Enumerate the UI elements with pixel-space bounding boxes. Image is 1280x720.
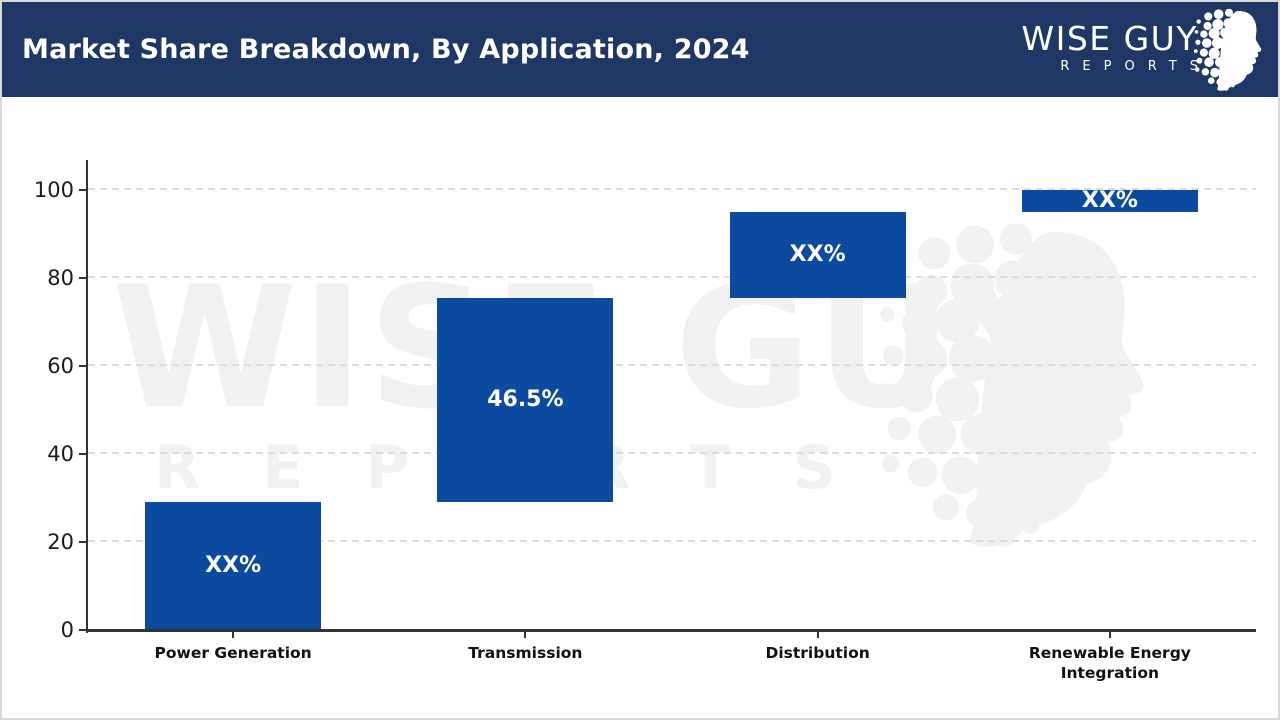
- x-category-label: Transmission: [468, 644, 583, 662]
- y-gridline: [88, 452, 1256, 454]
- x-tick-mark: [1108, 631, 1111, 638]
- y-gridline: [88, 188, 1256, 190]
- bar-value-label: XX%: [789, 241, 846, 267]
- y-tick-label: 100: [33, 178, 74, 202]
- bar-value-label: XX%: [205, 553, 262, 579]
- x-tick-mark: [524, 631, 527, 638]
- page-title: Market Share Breakdown, By Application, …: [22, 34, 750, 65]
- bar-value-label: 46.5%: [487, 387, 564, 413]
- x-category-label: Distribution: [765, 644, 870, 662]
- brand-subname: REPORTS: [1060, 58, 1211, 74]
- y-tick-label: 80: [47, 266, 74, 290]
- header-band: Market Share Breakdown, By Application, …: [2, 2, 1278, 97]
- waterfall-bar: XX%: [1021, 188, 1198, 213]
- y-tick-label: 20: [47, 530, 74, 554]
- y-tick-label: 40: [47, 442, 74, 466]
- y-tick-mark: [79, 365, 86, 367]
- y-gridline: [88, 540, 1256, 542]
- x-category-label: Renewable Energy Integration: [1028, 644, 1191, 683]
- x-category-label: Power Generation: [154, 644, 312, 662]
- x-tick-mark: [232, 631, 235, 638]
- y-tick-mark: [79, 453, 86, 455]
- y-gridline: [88, 364, 1256, 366]
- y-gridline: [88, 276, 1256, 278]
- y-tick-label: 60: [47, 354, 74, 378]
- brand-logo-text: WISE GUY REPORTS: [1021, 19, 1198, 73]
- waterfall-bar: XX%: [145, 502, 322, 630]
- y-axis-line: [86, 160, 88, 633]
- y-tick-mark: [79, 541, 86, 543]
- x-axis-line: [86, 629, 1256, 632]
- x-tick-mark: [816, 631, 819, 638]
- bar-value-label: XX%: [1081, 188, 1138, 213]
- brand-logo: WISE GUY REPORTS: [1020, 2, 1270, 97]
- y-tick-label: 0: [60, 618, 74, 642]
- y-tick-mark: [79, 629, 86, 631]
- waterfall-bar: 46.5%: [437, 297, 614, 503]
- y-tick-mark: [79, 189, 86, 191]
- waterfall-bar: XX%: [729, 212, 906, 298]
- brand-name: WISE GUY: [1021, 19, 1198, 58]
- y-tick-mark: [79, 277, 86, 279]
